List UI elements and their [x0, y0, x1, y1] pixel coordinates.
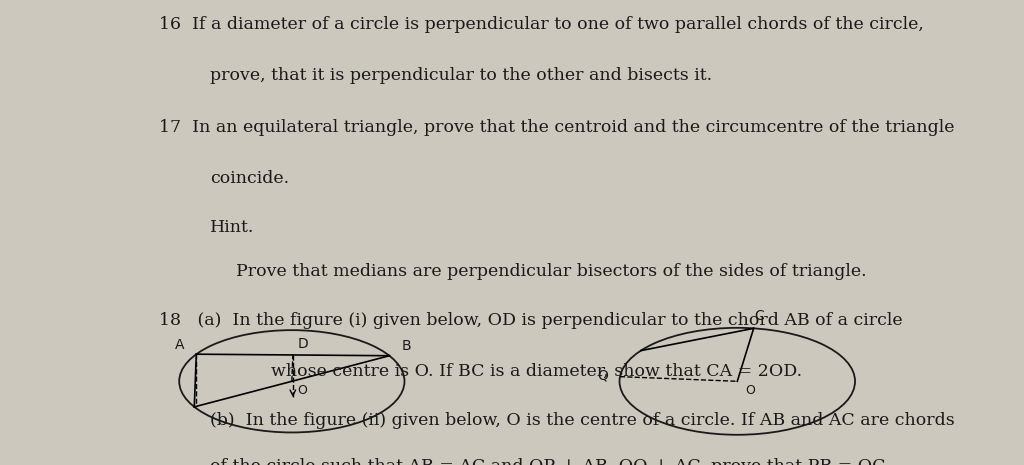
Text: O: O	[297, 384, 307, 397]
Text: 18   (a)  In the figure (i) given below, OD is perpendicular to the chord AB of : 18 (a) In the figure (i) given below, OD…	[159, 312, 902, 329]
Text: of the circle such that AB = AC and OP ⊥ AB, OQ ⊥ AC, prove that PB = QC: of the circle such that AB = AC and OP ⊥…	[210, 458, 886, 465]
Text: A: A	[174, 338, 184, 352]
Text: B: B	[401, 339, 412, 353]
Text: 17  In an equilateral triangle, prove that the centroid and the circumcentre of : 17 In an equilateral triangle, prove tha…	[159, 119, 954, 136]
Text: O: O	[745, 384, 756, 397]
Text: Q: Q	[597, 369, 607, 383]
Text: whose centre is O. If BC is a diameter, show that CA = 2OD.: whose centre is O. If BC is a diameter, …	[271, 363, 803, 380]
Text: C: C	[754, 309, 764, 323]
Text: Hint.: Hint.	[210, 219, 254, 236]
Text: (b)  In the figure (ii) given below, O is the centre of a circle. If AB and AC a: (b) In the figure (ii) given below, O is…	[210, 412, 954, 429]
Text: Prove that medians are perpendicular bisectors of the sides of triangle.: Prove that medians are perpendicular bis…	[236, 263, 866, 280]
Text: prove, that it is perpendicular to the other and bisects it.: prove, that it is perpendicular to the o…	[210, 67, 712, 85]
Text: 16  If a diameter of a circle is perpendicular to one of two parallel chords of : 16 If a diameter of a circle is perpendi…	[159, 16, 924, 33]
Text: coincide.: coincide.	[210, 170, 289, 187]
Text: D: D	[298, 337, 308, 351]
